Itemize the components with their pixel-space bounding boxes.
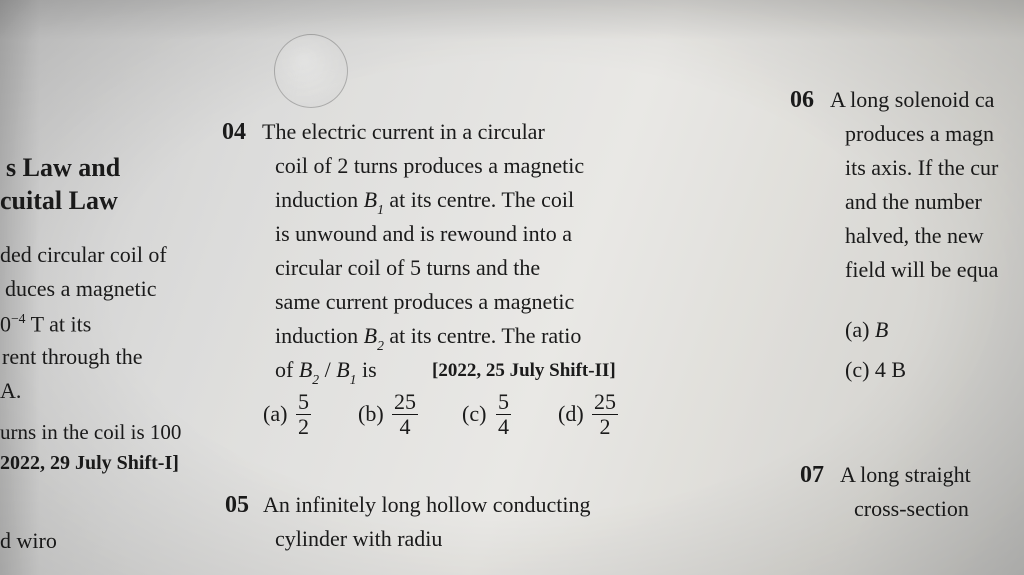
- q04-opt-b-num: 25: [392, 391, 418, 415]
- q04-l8d: /: [319, 357, 336, 382]
- q04-l2: coil of 2 turns produces a magnetic: [275, 155, 584, 177]
- q04-l1: The electric current in a circular: [262, 121, 545, 143]
- left-l5: A.: [0, 380, 21, 402]
- q07-l1: A long straight: [840, 464, 971, 486]
- q04-l3-B: B: [364, 187, 377, 212]
- q04-number: 04: [222, 119, 246, 146]
- q04-l3d: at its centre. The coil: [384, 187, 574, 212]
- q04-opt-c-label: (c): [462, 403, 486, 425]
- q04-l7d: at its centre. The ratio: [384, 323, 582, 348]
- q04-l8-B2: B: [299, 357, 312, 382]
- q06-number: 06: [790, 87, 814, 114]
- q04-opt-a-den: 2: [296, 415, 311, 438]
- q04-opt-d-frac: 252: [592, 391, 618, 438]
- q06-opt-a-label: (a): [845, 317, 869, 342]
- q06-l2: produces a magn: [845, 123, 994, 145]
- left-l2: duces a magnetic: [5, 278, 157, 300]
- left-l3-rest: T at its: [26, 311, 92, 336]
- left-l7: 2022, 29 July Shift-I]: [0, 452, 179, 475]
- left-l3: 0−4 T at its: [0, 312, 91, 335]
- q04-l8-B1: B: [336, 357, 349, 382]
- q04-opt-a-frac: 52: [296, 391, 311, 438]
- q05-l2: cylinder with radiu: [275, 528, 442, 550]
- q04-opt-d-den: 2: [592, 415, 618, 438]
- q04-l7: induction B2 at its centre. The ratio: [275, 325, 581, 351]
- q04-l5: circular coil of 5 turns and the: [275, 257, 540, 279]
- left-l4: rent through the: [2, 346, 143, 368]
- q04-opt-d-num: 25: [592, 391, 618, 415]
- left-l3-zero: 0: [0, 311, 11, 336]
- q04-opt-b-frac: 254: [392, 391, 418, 438]
- q04-l6: same current produces a magnetic: [275, 291, 574, 313]
- q04-opt-b-den: 4: [392, 415, 418, 438]
- textbook-page-scan: s Law and cuital Law ded circular coil o…: [0, 0, 1024, 575]
- q06-opt-c: (c) 4 B: [845, 359, 906, 381]
- scan-shadow-top: [0, 0, 1024, 40]
- q04-l7-B: B: [364, 323, 377, 348]
- q06-l6: field will be equa: [845, 259, 998, 281]
- q06-l1: A long solenoid ca: [830, 89, 994, 111]
- q04-l8: of B2 / B1 is: [275, 359, 377, 385]
- q04-l4: is unwound and is rewound into a: [275, 223, 572, 245]
- q04-opt-c-frac: 54: [496, 391, 511, 438]
- q04-opt-a-label: (a): [263, 403, 287, 425]
- q05-number: 05: [225, 492, 249, 519]
- q04-opt-c-num: 5: [496, 391, 511, 415]
- q04-opt-d-label: (d): [558, 403, 584, 425]
- q05-l1: An infinitely long hollow conducting: [263, 494, 591, 516]
- q06-l4: and the number: [845, 191, 982, 213]
- q07-number: 07: [800, 462, 824, 489]
- left-l1: ded circular coil of: [0, 244, 167, 266]
- heading-cuital-law: cuital Law: [0, 186, 118, 216]
- q04-l8a: of: [275, 357, 299, 382]
- q04-l7-sub: 2: [377, 338, 384, 353]
- pencil-circle: [274, 34, 348, 108]
- bottom-clip: d wiro: [0, 530, 57, 552]
- left-l3-exp: −4: [11, 311, 26, 326]
- q04-l8-sub2: 2: [312, 372, 319, 387]
- q04-year-tag: [2022, 25 July Shift-II]: [432, 360, 616, 382]
- q06-opt-c-value: 4 B: [875, 357, 906, 382]
- q06-opt-a-value: B: [875, 317, 888, 342]
- q04-l8g: is: [356, 357, 376, 382]
- q04-opt-b-label: (b): [358, 403, 384, 425]
- q04-opt-c-den: 4: [496, 415, 511, 438]
- q06-l3: its axis. If the cur: [845, 157, 998, 179]
- q06-l5: halved, the new: [845, 225, 984, 247]
- q04-l3a: induction: [275, 187, 364, 212]
- q07-l2: cross-section: [854, 498, 969, 520]
- left-l6: urns in the coil is 100: [0, 420, 181, 445]
- q06-opt-a: (a) B: [845, 319, 888, 341]
- q04-l7a: induction: [275, 323, 364, 348]
- q04-opt-a-num: 5: [296, 391, 311, 415]
- q04-l3-sub: 1: [377, 202, 384, 217]
- q04-l3: induction B1 at its centre. The coil: [275, 189, 574, 215]
- heading-s-law-and: s Law and: [6, 153, 120, 183]
- q04-l8-sub1: 1: [350, 372, 357, 387]
- q06-opt-c-label: (c): [845, 357, 869, 382]
